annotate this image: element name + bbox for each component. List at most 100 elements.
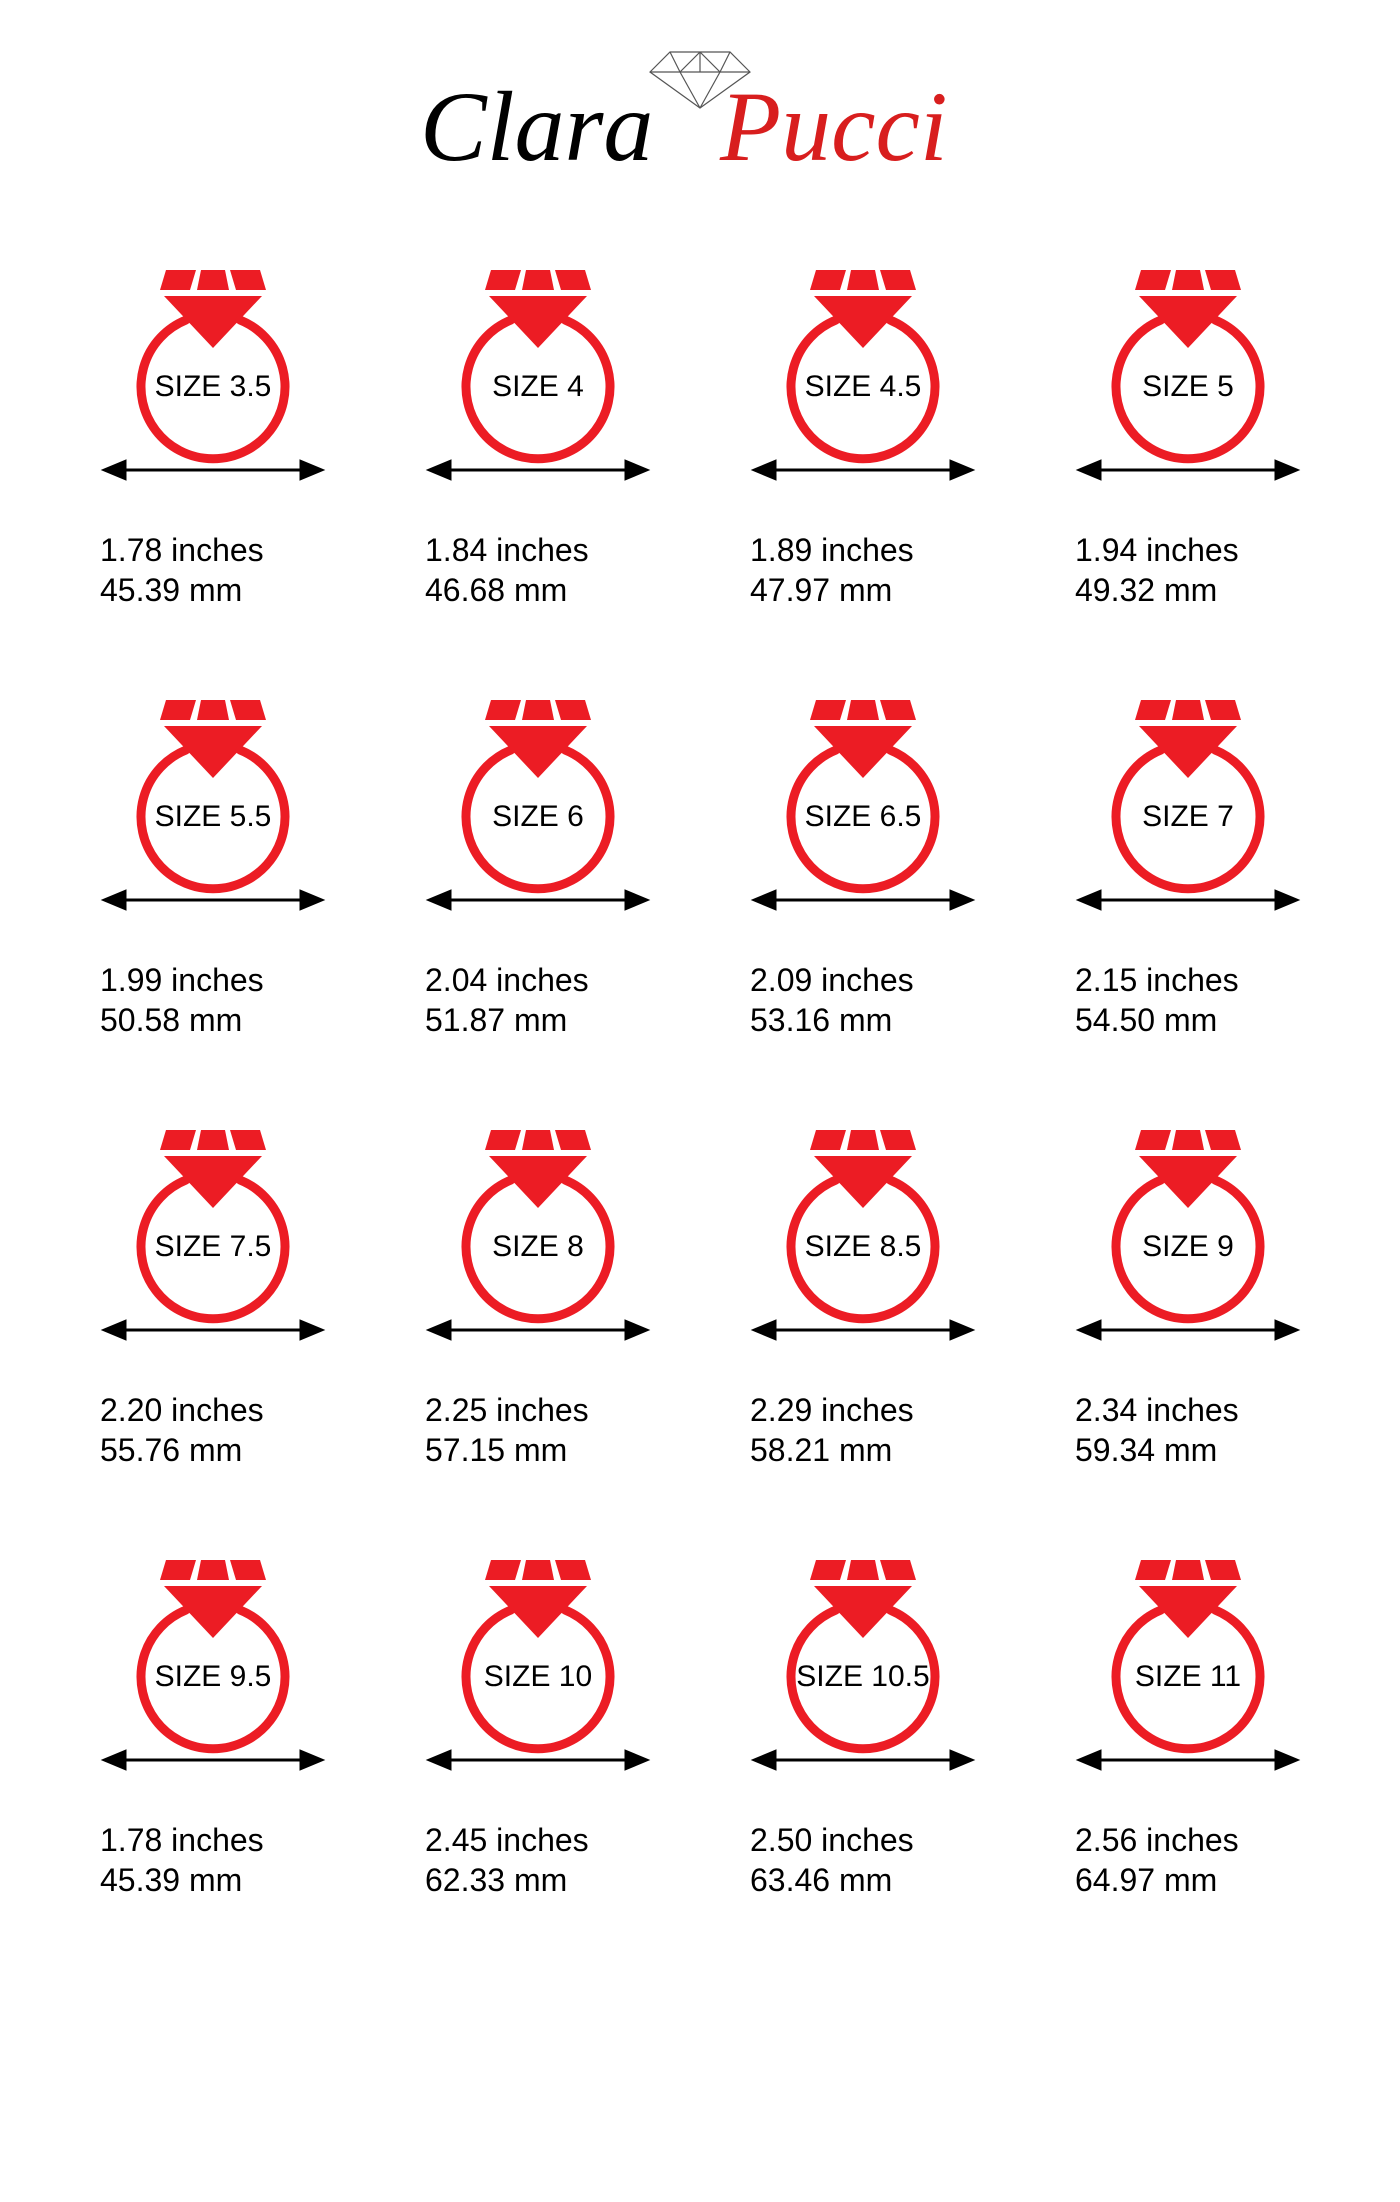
size-inches: 2.34 inches xyxy=(1075,1390,1320,1430)
size-measurements: 1.84 inches 46.68 mm xyxy=(405,530,670,610)
size-label: SIZE 3.5 xyxy=(154,370,271,403)
ring-size-cell: SIZE 9.5 1.78 inches 45.39 mm xyxy=(80,1550,345,1900)
size-label: SIZE 5.5 xyxy=(154,800,271,833)
size-label: SIZE 10.5 xyxy=(796,1660,929,1693)
size-measurements: 2.20 inches 55.76 mm xyxy=(80,1390,345,1470)
ring-size-cell: SIZE 6 2.04 inches 51.87 mm xyxy=(405,690,670,1040)
size-label: SIZE 7.5 xyxy=(154,1230,271,1263)
ring-icon: SIZE 4.5 xyxy=(748,260,978,490)
size-measurements: 2.29 inches 58.21 mm xyxy=(730,1390,995,1470)
size-inches: 2.20 inches xyxy=(100,1390,345,1430)
ring-icon: SIZE 9.5 xyxy=(98,1550,328,1780)
size-mm: 58.21 mm xyxy=(750,1430,995,1470)
size-inches: 1.89 inches xyxy=(750,530,995,570)
ring-size-cell: SIZE 5 1.94 inches 49.32 mm xyxy=(1055,260,1320,610)
size-inches: 1.78 inches xyxy=(100,1820,345,1860)
size-mm: 46.68 mm xyxy=(425,570,670,610)
brand-logo: Clara Pucci xyxy=(60,40,1340,200)
ring-icon: SIZE 8 xyxy=(423,1120,653,1350)
size-inches: 2.25 inches xyxy=(425,1390,670,1430)
size-measurements: 2.04 inches 51.87 mm xyxy=(405,960,670,1040)
size-inches: 2.29 inches xyxy=(750,1390,995,1430)
ring-icon: SIZE 5.5 xyxy=(98,690,328,920)
size-inches: 1.84 inches xyxy=(425,530,670,570)
size-label: SIZE 6 xyxy=(492,800,584,833)
size-label: SIZE 7 xyxy=(1142,800,1234,833)
size-measurements: 2.45 inches 62.33 mm xyxy=(405,1820,670,1900)
size-label: SIZE 5 xyxy=(1142,370,1234,403)
size-mm: 47.97 mm xyxy=(750,570,995,610)
ring-icon: SIZE 5 xyxy=(1073,260,1303,490)
size-inches: 2.45 inches xyxy=(425,1820,670,1860)
ring-icon: SIZE 3.5 xyxy=(98,260,328,490)
ring-icon: SIZE 6.5 xyxy=(748,690,978,920)
ring-icon: SIZE 8.5 xyxy=(748,1120,978,1350)
size-mm: 63.46 mm xyxy=(750,1860,995,1900)
ring-size-cell: SIZE 8.5 2.29 inches 58.21 mm xyxy=(730,1120,995,1470)
ring-size-cell: SIZE 5.5 1.99 inches 50.58 mm xyxy=(80,690,345,1040)
ring-size-cell: SIZE 10.5 2.50 inches 63.46 mm xyxy=(730,1550,995,1900)
ring-icon: SIZE 6 xyxy=(423,690,653,920)
brand-last: Pucci xyxy=(719,71,948,182)
size-measurements: 1.99 inches 50.58 mm xyxy=(80,960,345,1040)
ring-icon: SIZE 7.5 xyxy=(98,1120,328,1350)
size-label: SIZE 6.5 xyxy=(804,800,921,833)
ring-size-cell: SIZE 7 2.15 inches 54.50 mm xyxy=(1055,690,1320,1040)
ring-size-cell: SIZE 4.5 1.89 inches 47.97 mm xyxy=(730,260,995,610)
size-measurements: 2.15 inches 54.50 mm xyxy=(1055,960,1320,1040)
ring-size-cell: SIZE 8 2.25 inches 57.15 mm xyxy=(405,1120,670,1470)
ring-icon: SIZE 4 xyxy=(423,260,653,490)
size-mm: 53.16 mm xyxy=(750,1000,995,1040)
size-inches: 1.99 inches xyxy=(100,960,345,1000)
ring-size-cell: SIZE 11 2.56 inches 64.97 mm xyxy=(1055,1550,1320,1900)
size-mm: 45.39 mm xyxy=(100,1860,345,1900)
size-mm: 62.33 mm xyxy=(425,1860,670,1900)
size-mm: 59.34 mm xyxy=(1075,1430,1320,1470)
size-measurements: 1.78 inches 45.39 mm xyxy=(80,530,345,610)
size-mm: 55.76 mm xyxy=(100,1430,345,1470)
ring-icon: SIZE 11 xyxy=(1073,1550,1303,1780)
size-inches: 1.78 inches xyxy=(100,530,345,570)
ring-size-cell: SIZE 4 1.84 inches 46.68 mm xyxy=(405,260,670,610)
size-mm: 49.32 mm xyxy=(1075,570,1320,610)
size-mm: 57.15 mm xyxy=(425,1430,670,1470)
ring-icon: SIZE 10.5 xyxy=(748,1550,978,1780)
size-label: SIZE 4 xyxy=(492,370,584,403)
size-mm: 54.50 mm xyxy=(1075,1000,1320,1040)
size-mm: 50.58 mm xyxy=(100,1000,345,1040)
size-measurements: 1.78 inches 45.39 mm xyxy=(80,1820,345,1900)
size-measurements: 1.94 inches 49.32 mm xyxy=(1055,530,1320,610)
size-inches: 2.04 inches xyxy=(425,960,670,1000)
size-inches: 1.94 inches xyxy=(1075,530,1320,570)
size-measurements: 2.50 inches 63.46 mm xyxy=(730,1820,995,1900)
size-label: SIZE 9 xyxy=(1142,1230,1234,1263)
size-label: SIZE 10 xyxy=(483,1660,591,1693)
size-measurements: 2.56 inches 64.97 mm xyxy=(1055,1820,1320,1900)
ring-icon: SIZE 7 xyxy=(1073,690,1303,920)
ring-icon: SIZE 10 xyxy=(423,1550,653,1780)
ring-size-cell: SIZE 7.5 2.20 inches 55.76 mm xyxy=(80,1120,345,1470)
size-label: SIZE 9.5 xyxy=(154,1660,271,1693)
ring-icon: SIZE 9 xyxy=(1073,1120,1303,1350)
size-mm: 51.87 mm xyxy=(425,1000,670,1040)
size-mm: 64.97 mm xyxy=(1075,1860,1320,1900)
size-mm: 45.39 mm xyxy=(100,570,345,610)
brand-first: Clara xyxy=(420,71,653,182)
ring-size-cell: SIZE 10 2.45 inches 62.33 mm xyxy=(405,1550,670,1900)
ring-size-cell: SIZE 3.5 1.78 inches 45.39 mm xyxy=(80,260,345,610)
size-inches: 2.56 inches xyxy=(1075,1820,1320,1860)
size-label: SIZE 4.5 xyxy=(804,370,921,403)
size-measurements: 1.89 inches 47.97 mm xyxy=(730,530,995,610)
ring-size-grid: SIZE 3.5 1.78 inches 45.39 mm SIZE 4 xyxy=(60,260,1340,1900)
size-inches: 2.15 inches xyxy=(1075,960,1320,1000)
size-measurements: 2.09 inches 53.16 mm xyxy=(730,960,995,1040)
ring-size-cell: SIZE 9 2.34 inches 59.34 mm xyxy=(1055,1120,1320,1470)
size-label: SIZE 8.5 xyxy=(804,1230,921,1263)
size-label: SIZE 8 xyxy=(492,1230,584,1263)
ring-size-cell: SIZE 6.5 2.09 inches 53.16 mm xyxy=(730,690,995,1040)
size-inches: 2.09 inches xyxy=(750,960,995,1000)
size-measurements: 2.25 inches 57.15 mm xyxy=(405,1390,670,1470)
size-label: SIZE 11 xyxy=(1134,1660,1240,1693)
size-inches: 2.50 inches xyxy=(750,1820,995,1860)
size-measurements: 2.34 inches 59.34 mm xyxy=(1055,1390,1320,1470)
